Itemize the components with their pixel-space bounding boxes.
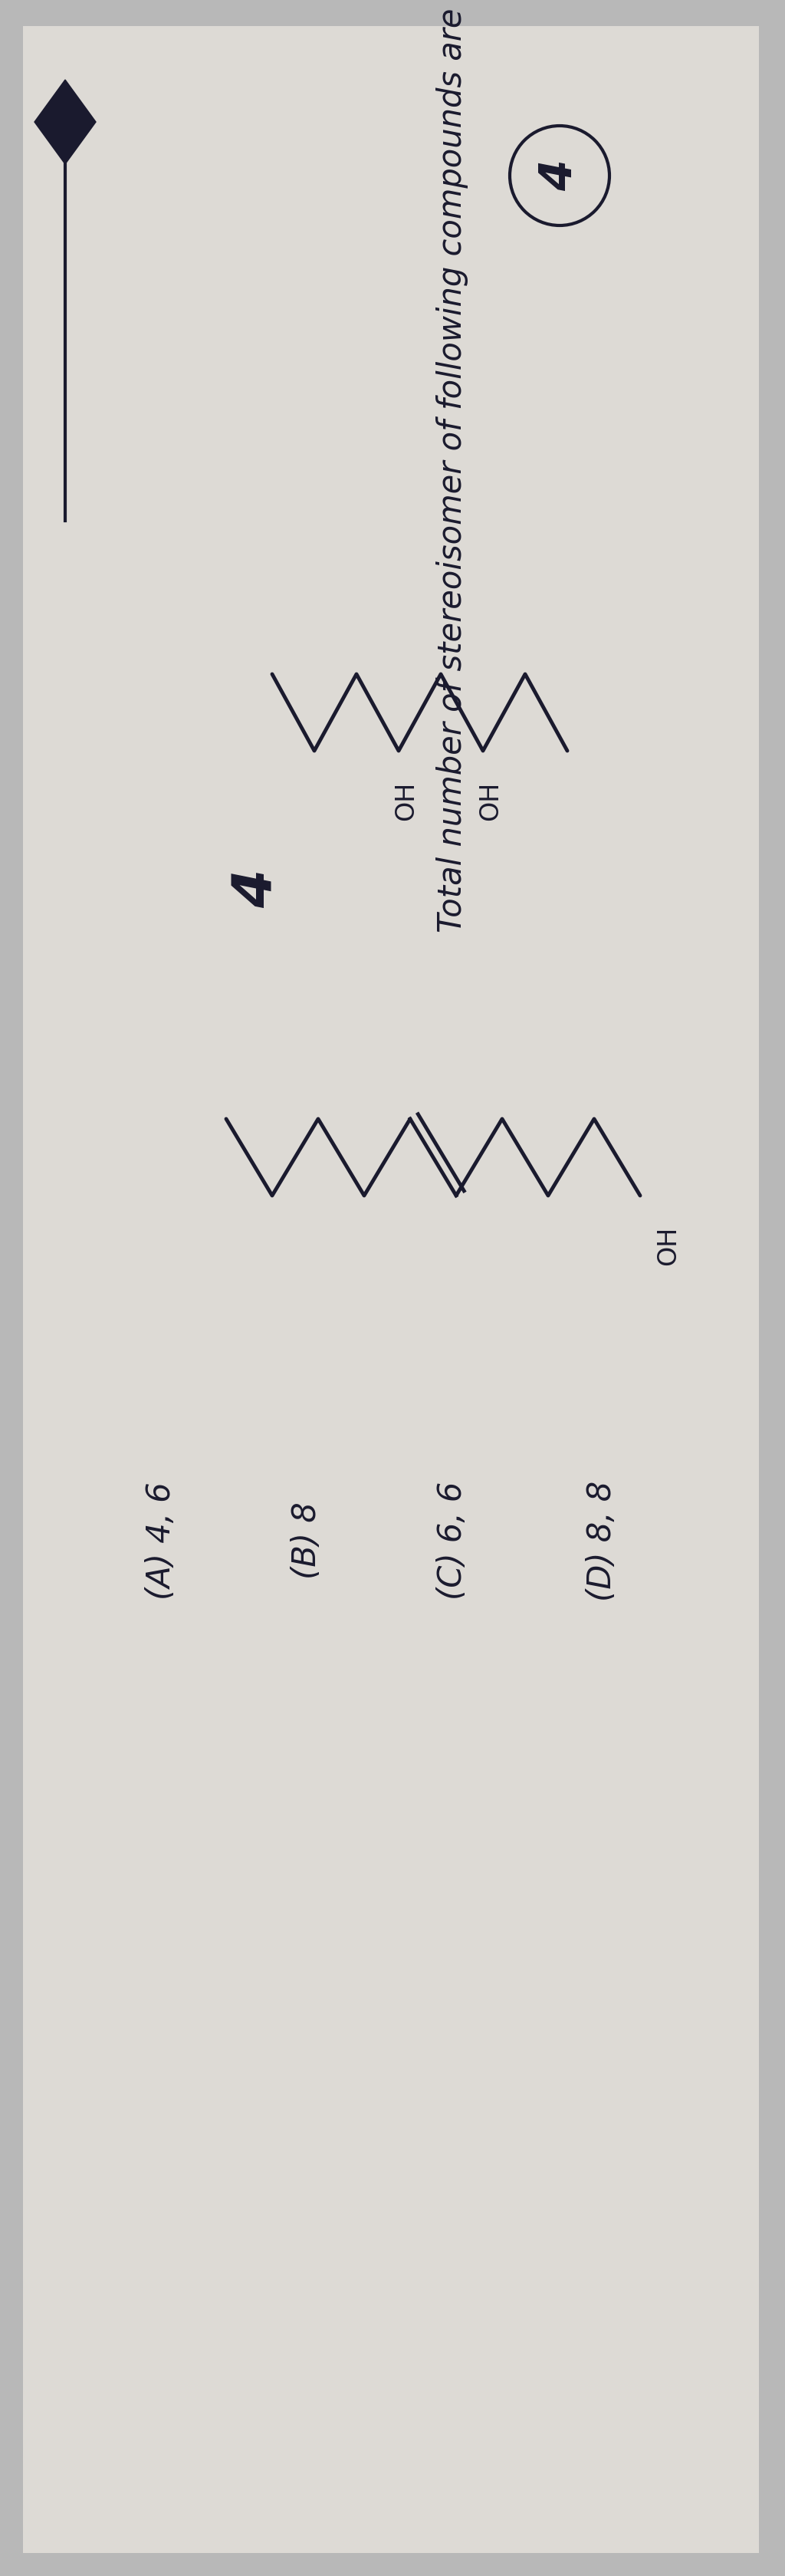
Text: 4: 4 [538, 160, 582, 191]
Text: OH: OH [393, 781, 419, 822]
Text: OH: OH [478, 781, 503, 822]
Text: 4: 4 [230, 871, 283, 909]
Text: (D) 8, 8: (D) 8, 8 [586, 1481, 618, 1602]
Text: (B) 8: (B) 8 [290, 1502, 323, 1579]
Polygon shape [35, 80, 96, 165]
Text: Total number of stereoisomer of following compounds are respectively :-: Total number of stereoisomer of followin… [436, 0, 469, 933]
Text: OH: OH [655, 1226, 681, 1265]
Text: (A) 4, 6: (A) 4, 6 [145, 1481, 177, 1600]
Text: (C) 6, 6: (C) 6, 6 [436, 1481, 469, 1600]
